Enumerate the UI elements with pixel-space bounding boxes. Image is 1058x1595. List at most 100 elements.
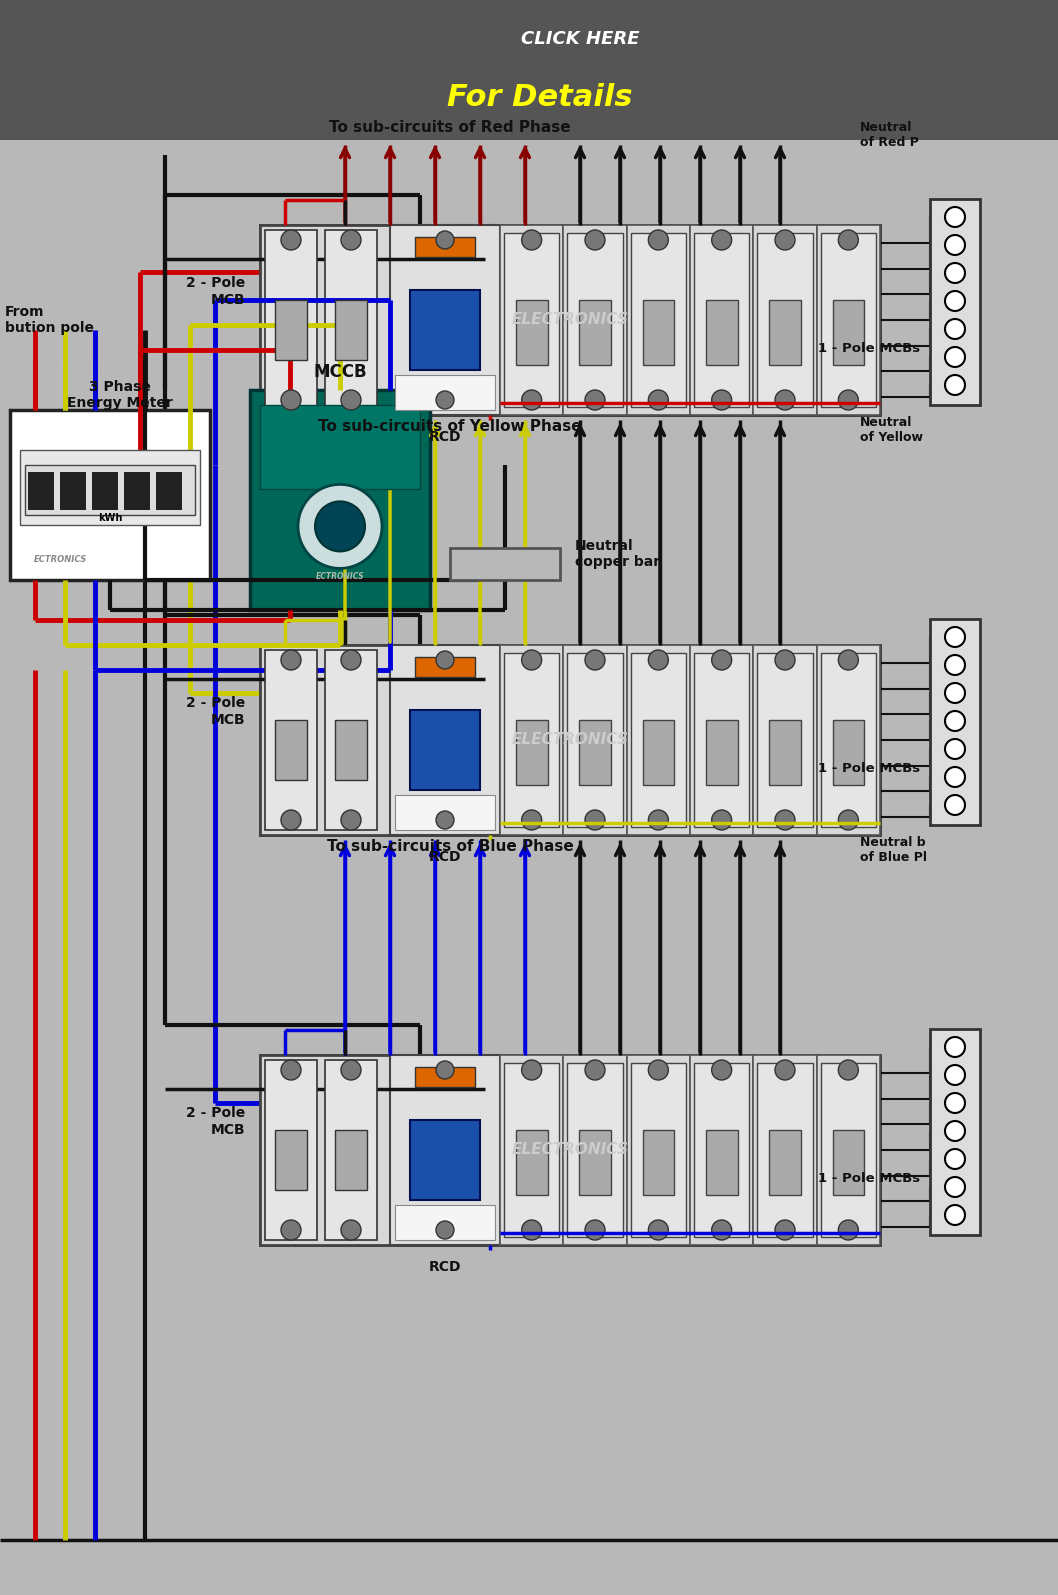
Text: MCCB: MCCB [313,364,367,381]
Circle shape [281,1220,300,1239]
Bar [264,1061,317,1239]
Circle shape [945,1121,965,1140]
Circle shape [712,810,732,829]
Bar [335,1129,367,1190]
Circle shape [712,1061,732,1080]
Bar [769,719,801,785]
Bar [694,233,749,407]
Bar [769,300,801,365]
Circle shape [649,810,669,829]
Circle shape [712,651,732,670]
Bar [579,300,610,365]
Text: 1 - Pole MCBs: 1 - Pole MCBs [818,341,920,356]
Circle shape [712,230,732,250]
Circle shape [776,810,795,829]
Circle shape [945,656,965,675]
Bar [758,1062,813,1238]
Circle shape [281,230,300,250]
Circle shape [945,263,965,282]
Circle shape [649,1061,669,1080]
Bar [260,225,390,415]
Bar [260,1054,390,1246]
Bar [930,619,980,825]
Text: kWh: kWh [97,514,122,523]
Circle shape [776,230,795,250]
Text: Neutral
of Yellow: Neutral of Yellow [860,416,923,443]
Circle shape [585,1061,605,1080]
Bar [516,719,547,785]
Circle shape [585,1220,605,1239]
Circle shape [341,230,361,250]
Circle shape [281,1061,300,1080]
Circle shape [281,391,300,410]
Circle shape [838,1220,858,1239]
Circle shape [436,1222,454,1239]
Bar [642,719,674,785]
Bar [642,1129,674,1195]
Bar [833,300,864,365]
Bar [821,233,876,407]
Text: Neutral
of Red P: Neutral of Red P [860,121,919,148]
Bar [260,225,880,415]
Circle shape [649,230,669,250]
Circle shape [945,1204,965,1225]
Bar [411,1120,480,1199]
Bar [626,1054,690,1246]
Circle shape [945,1177,965,1196]
Circle shape [776,391,795,410]
Circle shape [838,230,858,250]
Circle shape [649,391,669,410]
Bar [817,225,880,415]
Circle shape [649,1220,669,1239]
Circle shape [585,810,605,829]
Bar [930,1029,980,1235]
Bar [579,1129,610,1195]
Bar [395,794,495,829]
Bar [500,644,563,836]
Circle shape [298,485,382,568]
Bar [390,1054,500,1246]
Circle shape [436,391,454,408]
Bar [694,1062,749,1238]
Text: RCD: RCD [428,431,461,443]
Bar [504,233,560,407]
Bar [390,225,500,415]
Bar [563,1054,626,1246]
Text: RCD: RCD [428,1260,461,1274]
Bar [10,410,209,581]
Bar [930,199,980,405]
Circle shape [945,794,965,815]
Bar [642,300,674,365]
Bar [817,644,880,836]
Circle shape [945,234,965,255]
Bar [395,375,495,410]
Text: ELECTRONICS: ELECTRONICS [511,313,628,327]
Text: Neutral
copper bar: Neutral copper bar [574,539,660,569]
Circle shape [315,501,365,552]
Bar [821,652,876,826]
Bar [821,1062,876,1238]
Circle shape [712,1220,732,1239]
Circle shape [522,810,542,829]
Bar [450,549,560,581]
Bar [631,1062,686,1238]
Text: ELECTRONICS: ELECTRONICS [511,1142,628,1158]
Circle shape [945,319,965,340]
Bar [395,1204,495,1239]
Bar [706,300,737,365]
Bar [833,1129,864,1195]
Bar [500,1054,563,1246]
Bar [124,472,150,510]
Text: 2 - Pole
MCB: 2 - Pole MCB [186,697,245,727]
Circle shape [585,391,605,410]
Bar [516,300,547,365]
Text: RCD: RCD [428,850,461,864]
Text: 2 - Pole
MCB: 2 - Pole MCB [186,1107,245,1137]
Bar [411,290,480,370]
Circle shape [522,1061,542,1080]
Bar [260,644,390,836]
Text: To sub-circuits of Blue Phase: To sub-circuits of Blue Phase [327,839,573,855]
Bar [631,652,686,826]
Circle shape [838,651,858,670]
Bar [60,472,86,510]
